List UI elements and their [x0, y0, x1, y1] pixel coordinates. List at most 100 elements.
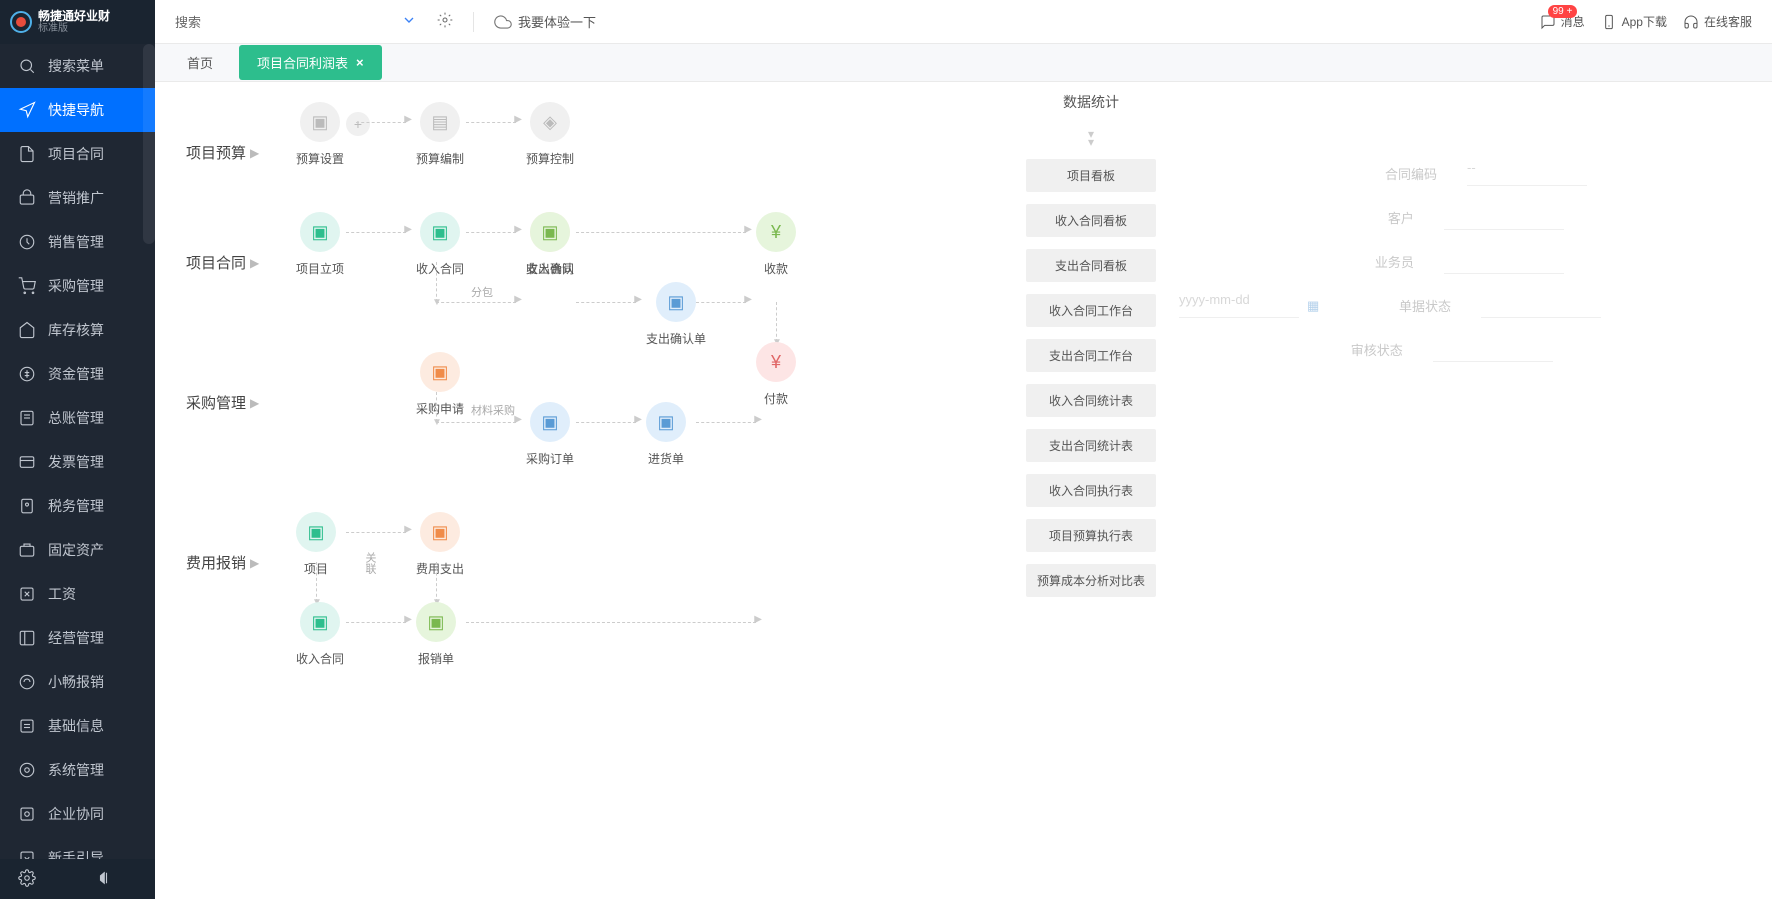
tab-profit-report[interactable]: 项目合同利润表 ×	[239, 45, 382, 80]
sidebar-item-label: 资金管理	[48, 364, 104, 384]
sidebar-item-label: 营销推广	[48, 188, 104, 208]
arrow-down-icon: ▾▾	[1088, 130, 1094, 147]
service-button[interactable]: 在线客服	[1683, 13, 1752, 30]
sidebar-item-tax[interactable]: 税务管理	[0, 484, 155, 528]
expand-icon[interactable]: +	[346, 112, 370, 136]
app-edition: 标准版	[38, 23, 110, 34]
basic-info-icon	[18, 717, 36, 735]
messages-button[interactable]: 99 + 消息	[1540, 13, 1585, 30]
tabbar: 首页 项目合同利润表 ×	[155, 44, 1772, 82]
node-budget-control[interactable]: ◈ 预算控制	[526, 102, 574, 167]
sales-icon	[18, 233, 36, 251]
settings-icon[interactable]	[18, 869, 36, 890]
node-income-contract[interactable]: ▣ 收入合同	[416, 212, 464, 277]
sidebar-item-system[interactable]: 系统管理	[0, 748, 155, 792]
doc-icon: ▣	[420, 352, 460, 392]
sidebar-item-label: 快捷导航	[48, 100, 104, 120]
sidebar-item-label: 企业协同	[48, 804, 104, 824]
close-icon[interactable]: ×	[356, 55, 364, 70]
sidebar-item-project-contract[interactable]: 项目合同	[0, 132, 155, 176]
gear-icon[interactable]	[437, 12, 453, 31]
node-purchase-order[interactable]: ▣ 采购订单	[526, 402, 574, 467]
logo-icon	[10, 11, 32, 33]
tab-home[interactable]: 首页	[169, 45, 231, 80]
filter-bill-status: 单据状态	[1371, 296, 1451, 315]
node-project-init[interactable]: ▣ 项目立项	[296, 212, 344, 277]
stat-button[interactable]: 收入合同工作台	[1026, 294, 1156, 327]
node-budget-setup[interactable]: ▣ + 预算设置	[296, 102, 344, 167]
sidebar-item-label: 经营管理	[48, 628, 104, 648]
sidebar-menu: 搜索菜单快捷导航项目合同营销推广销售管理采购管理库存核算资金管理总账管理发票管理…	[0, 44, 155, 880]
salesperson-input[interactable]	[1444, 248, 1564, 274]
doc-icon: ▣	[530, 212, 570, 252]
sidebar-item-search-menu[interactable]: 搜索菜单	[0, 44, 155, 88]
node-expense-contract[interactable]: ▣ 支出合同	[526, 212, 574, 277]
doc-icon: ▣	[300, 102, 340, 142]
search-menu-icon	[18, 57, 36, 75]
stat-button[interactable]: 预算成本分析对比表	[1026, 564, 1156, 597]
stat-button[interactable]: 项目预算执行表	[1026, 519, 1156, 552]
sidebar-item-label: 总账管理	[48, 408, 104, 428]
sidebar-item-label: 系统管理	[48, 760, 104, 780]
download-button[interactable]: App下载	[1601, 13, 1667, 30]
sidebar-item-salary[interactable]: 工资	[0, 572, 155, 616]
chevron-down-icon[interactable]	[401, 12, 417, 31]
download-label: App下载	[1622, 13, 1667, 30]
sidebar-item-label: 采购管理	[48, 276, 104, 296]
subcontract-label: 分包	[471, 284, 493, 300]
sidebar-item-operations[interactable]: 经营管理	[0, 616, 155, 660]
material-label: 材料采购	[471, 402, 515, 418]
sidebar-item-xiaochang[interactable]: 小畅报销	[0, 660, 155, 704]
node-expense-confirm[interactable]: ▣ 支出确认单	[646, 282, 706, 347]
sidebar-scrollbar[interactable]	[143, 44, 155, 244]
stats-title: 数据统计	[1063, 92, 1119, 112]
customer-input[interactable]	[1444, 204, 1564, 230]
contract-code-input[interactable]: --	[1467, 160, 1587, 186]
phone-icon	[1601, 14, 1617, 30]
headset-icon	[1683, 14, 1699, 30]
sidebar-item-quick-nav[interactable]: 快捷导航	[0, 88, 155, 132]
sidebar-item-funds[interactable]: 资金管理	[0, 352, 155, 396]
tryout-button[interactable]: 我要体验一下	[494, 12, 596, 31]
sidebar-item-sales[interactable]: 销售管理	[0, 220, 155, 264]
doc-icon: ▣	[420, 212, 460, 252]
stat-button[interactable]: 收入合同看板	[1026, 204, 1156, 237]
app-logo: 畅捷通好业财 标准版	[0, 0, 155, 44]
node-reimburse[interactable]: ▣ 报销单	[416, 602, 456, 667]
sidebar-item-invoice[interactable]: 发票管理	[0, 440, 155, 484]
stat-button[interactable]: 支出合同看板	[1026, 249, 1156, 282]
quicknav-panel: 项目预算▶ ▣ + 预算设置 ▤ 预算编制 ◈ 预算控制 项目合同▶	[176, 92, 1176, 792]
stat-button[interactable]: 支出合同工作台	[1026, 339, 1156, 372]
node-expense-out[interactable]: ▣ 费用支出	[416, 512, 464, 577]
bill-status-input[interactable]	[1481, 292, 1601, 318]
app-title: 畅捷通好业财	[38, 10, 110, 23]
doc-icon: ▣	[296, 512, 336, 552]
sidebar-item-ledger[interactable]: 总账管理	[0, 396, 155, 440]
filter-customer: 客户	[1334, 208, 1414, 227]
inventory-icon	[18, 321, 36, 339]
stat-button[interactable]: 收入合同执行表	[1026, 474, 1156, 507]
audit-status-input[interactable]	[1433, 336, 1553, 362]
sidebar-item-inventory[interactable]: 库存核算	[0, 308, 155, 352]
sidebar-item-basic-info[interactable]: 基础信息	[0, 704, 155, 748]
collapse-icon[interactable]	[96, 869, 114, 890]
stat-button[interactable]: 项目看板	[1026, 159, 1156, 192]
stat-button[interactable]: 支出合同统计表	[1026, 429, 1156, 462]
sidebar-item-assets[interactable]: 固定资产	[0, 528, 155, 572]
quick-nav-icon	[18, 101, 36, 119]
divider	[473, 12, 474, 32]
sidebar-item-marketing[interactable]: 营销推广	[0, 176, 155, 220]
search-label[interactable]: 搜索	[175, 12, 201, 31]
tryout-label: 我要体验一下	[518, 12, 596, 31]
node-income-contract-2[interactable]: ▣ 收入合同	[296, 602, 344, 667]
sidebar-item-purchase[interactable]: 采购管理	[0, 264, 155, 308]
tab-label: 项目合同利润表	[257, 53, 348, 72]
sidebar-item-enterprise[interactable]: 企业协同	[0, 792, 155, 836]
node-goods-receipt[interactable]: ▣ 进货单	[646, 402, 686, 467]
node-budget-compile[interactable]: ▤ 预算编制	[416, 102, 464, 167]
node-receipt[interactable]: ¥ 收款	[756, 212, 796, 277]
section-expense: 费用报销▶	[186, 512, 286, 573]
node-purchase-request[interactable]: ▣ 采购申请	[416, 352, 464, 417]
enterprise-icon	[18, 805, 36, 823]
stat-button[interactable]: 收入合同统计表	[1026, 384, 1156, 417]
